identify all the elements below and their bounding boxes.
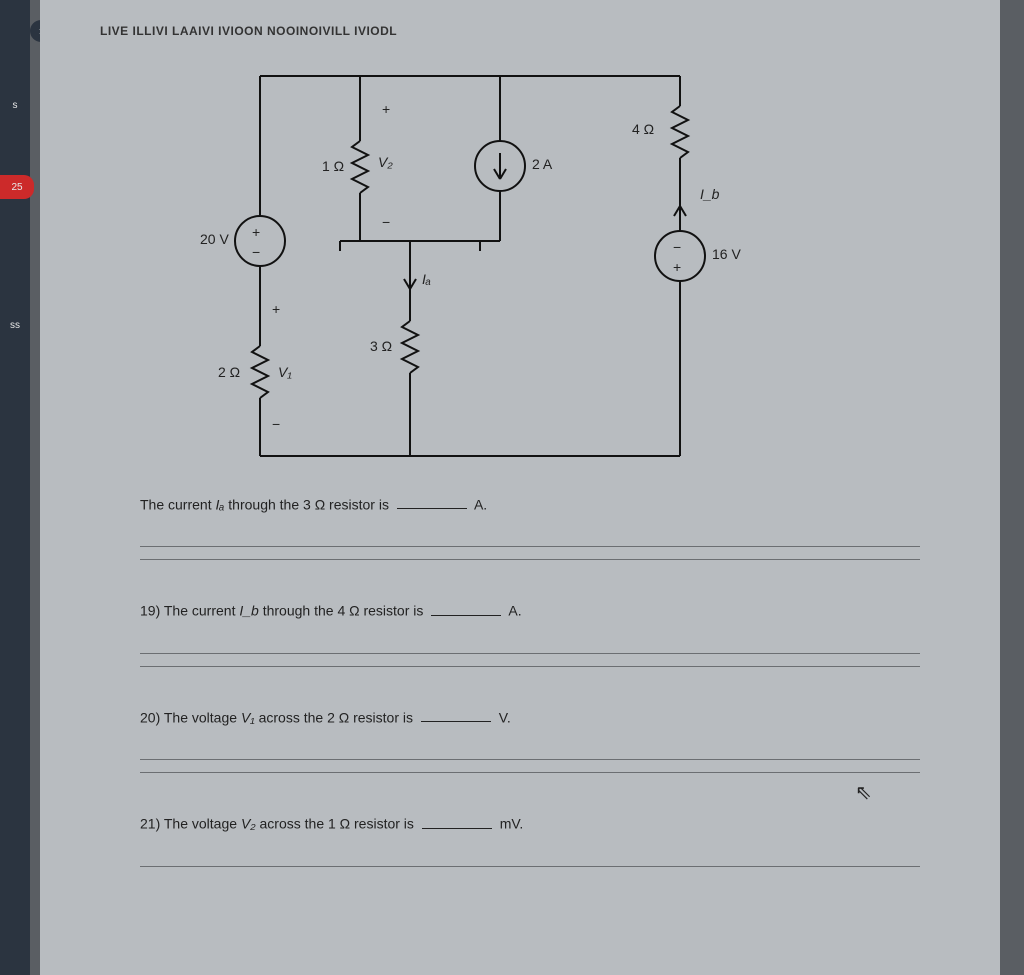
answer-blank[interactable] bbox=[397, 494, 467, 509]
answer-rule bbox=[140, 653, 920, 654]
q18-unit: A. bbox=[474, 496, 487, 512]
q20-num: 20) bbox=[140, 709, 160, 725]
q21-num: 21) bbox=[140, 816, 160, 832]
q20-unit: V. bbox=[499, 709, 511, 725]
label-2a: 2 A bbox=[532, 156, 552, 172]
label-2ohm: 2 Ω bbox=[218, 364, 240, 380]
label-v1: V₁ bbox=[278, 364, 292, 380]
q21-pre: The voltage bbox=[164, 816, 241, 832]
question-18: The current Iₐ through the 3 Ω resistor … bbox=[140, 494, 960, 512]
circuit-diagram: 20 V + − 16 V − + 2 A 4 Ω 1 Ω 2 Ω 3 Ω V₁… bbox=[160, 46, 780, 476]
label-v2: V₂ bbox=[378, 154, 393, 170]
rail-tab[interactable] bbox=[0, 230, 30, 280]
question-20: 20) The voltage V₁ across the 2 Ω resist… bbox=[140, 707, 960, 725]
q18-pre: The current bbox=[140, 496, 215, 512]
page: LIVE ILLIVI LAAIVI IVIOON NOOINOIVILL IV… bbox=[40, 0, 1000, 975]
rail-tab[interactable]: s bbox=[0, 80, 30, 130]
label-plus: + bbox=[252, 224, 260, 240]
label-3ohm: 3 Ω bbox=[370, 338, 392, 354]
rail-badge[interactable]: 25 bbox=[0, 175, 34, 199]
question-19: 19) The current I_b through the 4 Ω resi… bbox=[140, 600, 960, 618]
page-header-fragment: LIVE ILLIVI LAAIVI IVIOON NOOINOIVILL IV… bbox=[100, 24, 960, 38]
question-21: 21) The voltage V₂ across the 1 Ω resist… bbox=[140, 813, 960, 831]
label-20v: 20 V bbox=[200, 231, 229, 247]
answer-rule bbox=[140, 559, 920, 560]
answer-rule bbox=[140, 866, 920, 867]
label-minus: − bbox=[382, 214, 390, 230]
q20-pre: The voltage bbox=[164, 709, 241, 725]
q20-mid: across the 2 Ω resistor is bbox=[255, 709, 417, 725]
q19-unit: A. bbox=[508, 603, 521, 619]
q21-unit: mV. bbox=[500, 816, 524, 832]
label-4ohm: 4 Ω bbox=[632, 121, 654, 137]
label-ib: I_b bbox=[700, 186, 719, 202]
q21-mid: across the 1 Ω resistor is bbox=[256, 816, 418, 832]
q19-mid: through the 4 Ω resistor is bbox=[259, 603, 427, 619]
cursor-icon: ⇖ bbox=[855, 780, 872, 805]
q19-num: 19) bbox=[140, 603, 160, 619]
label-plus: + bbox=[382, 101, 390, 117]
answer-blank[interactable] bbox=[431, 600, 501, 615]
label-plus: + bbox=[272, 301, 280, 317]
label-minus: − bbox=[272, 416, 280, 432]
answer-rule bbox=[140, 666, 920, 667]
label-plus: + bbox=[673, 259, 681, 275]
q19-var: I_b bbox=[239, 603, 258, 619]
q20-var: V₁ bbox=[241, 709, 255, 725]
answer-rule bbox=[140, 546, 920, 547]
answer-rule bbox=[140, 759, 920, 760]
q18-mid: through the 3 Ω resistor is bbox=[224, 496, 392, 512]
label-minus: − bbox=[252, 244, 260, 260]
left-rail: s 25 ss bbox=[0, 0, 30, 975]
q19-pre: The current bbox=[164, 603, 239, 619]
label-16v: 16 V bbox=[712, 246, 741, 262]
answer-rule bbox=[140, 772, 920, 773]
answer-blank[interactable] bbox=[422, 813, 492, 828]
q21-var: V₂ bbox=[241, 816, 256, 832]
label-ia: Iₐ bbox=[422, 271, 431, 287]
label-1ohm: 1 Ω bbox=[322, 158, 344, 174]
answer-blank[interactable] bbox=[421, 707, 491, 722]
label-minus: − bbox=[673, 239, 681, 255]
rail-tab[interactable]: ss bbox=[0, 300, 30, 350]
